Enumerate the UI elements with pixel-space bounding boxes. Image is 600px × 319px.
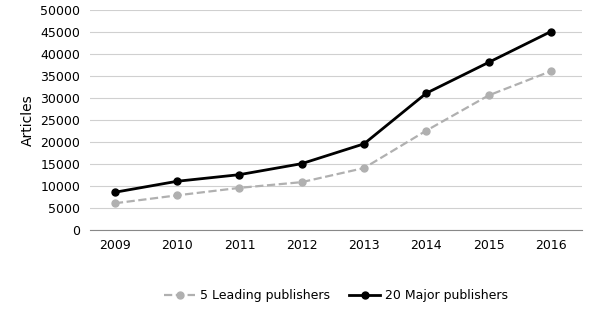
Y-axis label: Articles: Articles: [21, 94, 35, 145]
5 Leading publishers: [173, 193, 181, 197]
5 Leading publishers: [485, 93, 492, 97]
Line: 5 Leading publishers: 5 Leading publishers: [112, 68, 554, 207]
5 Leading publishers: [547, 69, 554, 73]
20 Major publishers: [298, 162, 305, 166]
5 Leading publishers: [423, 129, 430, 133]
20 Major publishers: [112, 190, 119, 194]
5 Leading publishers: [236, 186, 243, 190]
Line: 20 Major publishers: 20 Major publishers: [112, 28, 554, 196]
20 Major publishers: [361, 142, 368, 146]
Legend: 5 Leading publishers, 20 Major publishers: 5 Leading publishers, 20 Major publisher…: [159, 284, 513, 307]
5 Leading publishers: [112, 201, 119, 205]
20 Major publishers: [423, 91, 430, 95]
20 Major publishers: [173, 179, 181, 183]
20 Major publishers: [547, 30, 554, 33]
5 Leading publishers: [361, 166, 368, 170]
5 Leading publishers: [298, 180, 305, 184]
20 Major publishers: [236, 173, 243, 176]
20 Major publishers: [485, 61, 492, 64]
